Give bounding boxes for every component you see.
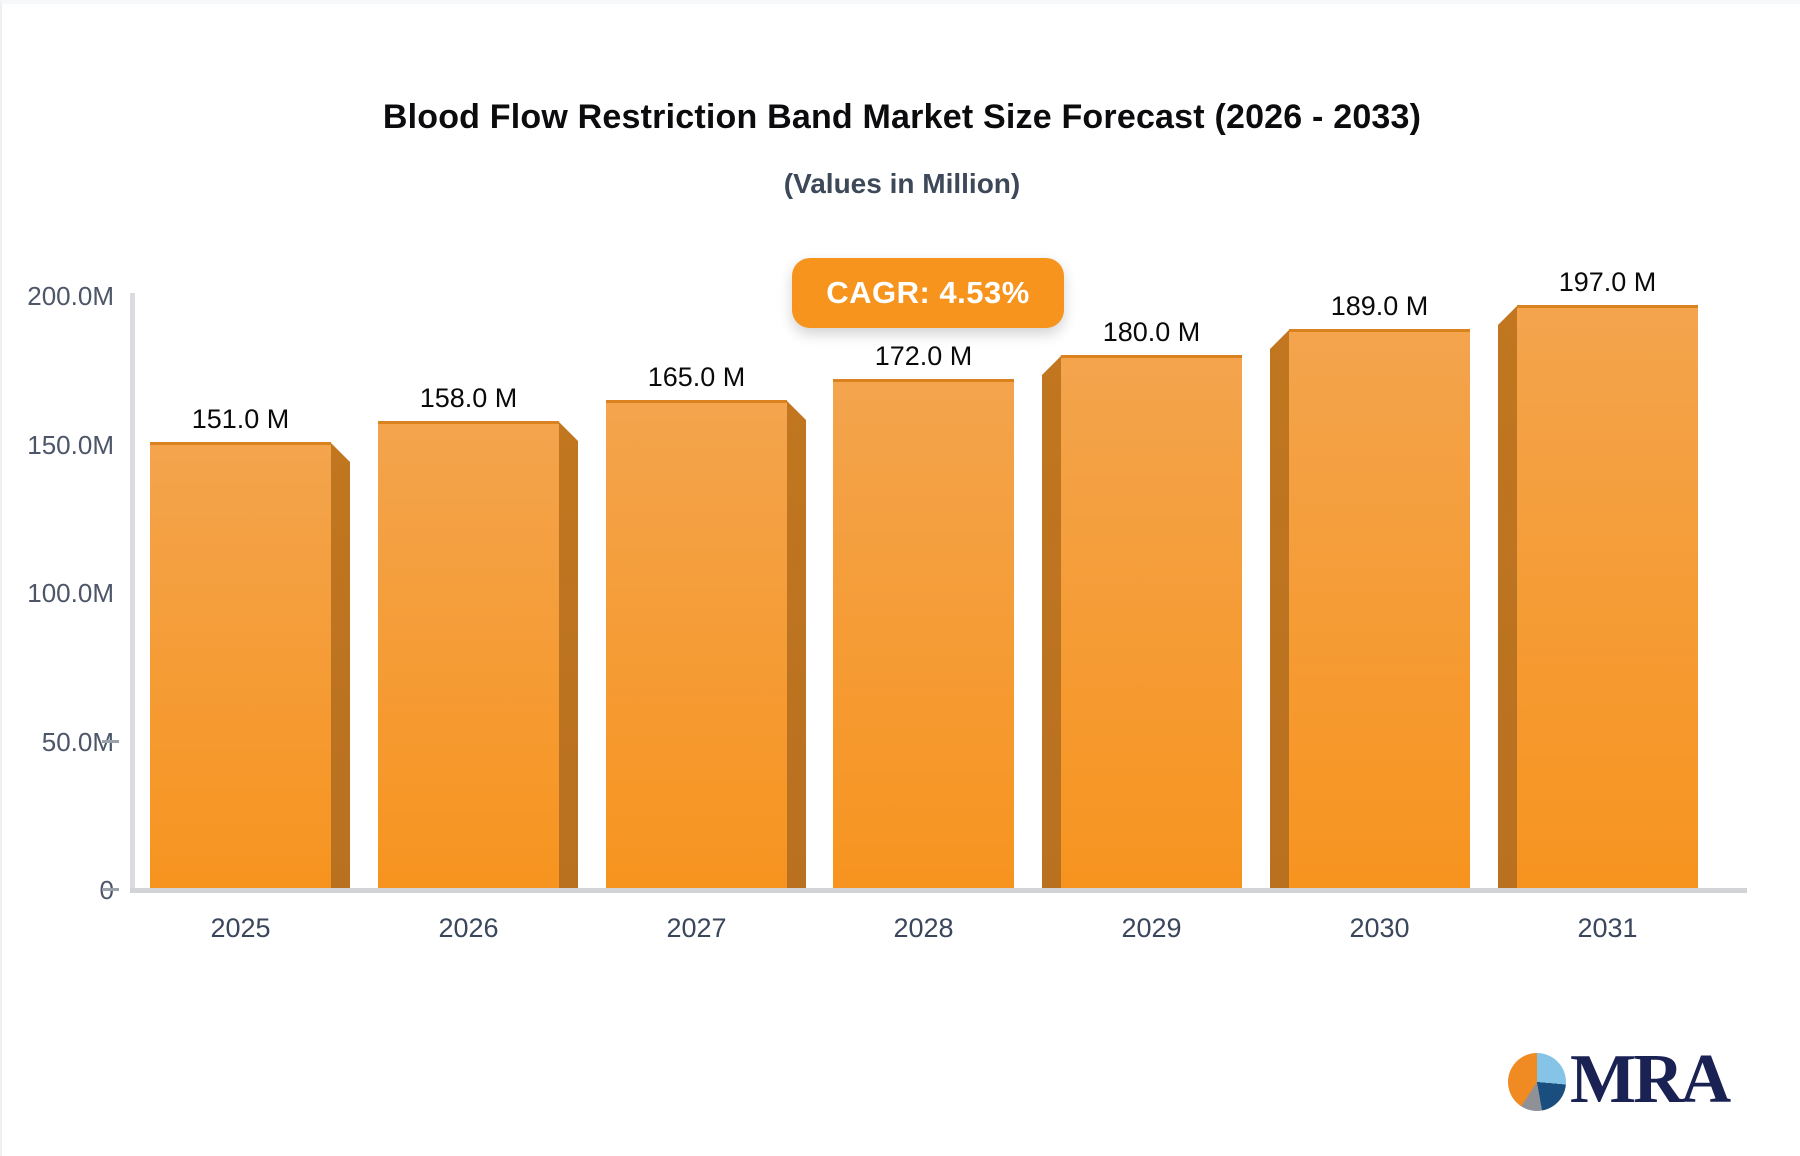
bar-3d-side bbox=[786, 400, 806, 888]
bar-3d-side bbox=[1042, 355, 1062, 888]
bar bbox=[150, 442, 331, 888]
chart-title: Blood Flow Restriction Band Market Size … bbox=[382, 98, 1422, 136]
bar-value-label: 172.0 M bbox=[874, 341, 973, 371]
bar-value-label: 151.0 M bbox=[191, 404, 290, 434]
bar bbox=[606, 400, 787, 888]
y-axis-tick bbox=[102, 888, 119, 891]
x-axis-label: 2026 bbox=[438, 913, 499, 943]
y-axis-label: 50.0M bbox=[41, 726, 114, 757]
x-axis-label: 2031 bbox=[1577, 913, 1638, 943]
y-axis-label: 200.0M bbox=[27, 281, 114, 311]
x-axis-label: 2029 bbox=[1121, 913, 1182, 943]
bar-value-label: 158.0 M bbox=[419, 383, 518, 413]
bar-3d-side bbox=[330, 442, 350, 888]
bar-value-label: 165.0 M bbox=[647, 362, 746, 392]
y-axis-tick bbox=[102, 739, 119, 743]
bar-3d-side bbox=[558, 421, 578, 888]
bar bbox=[1289, 329, 1470, 888]
bar bbox=[1517, 305, 1698, 888]
bar-3d-side bbox=[1498, 305, 1518, 888]
bar-value-label: 180.0 M bbox=[1102, 317, 1201, 347]
chart-subtitle: (Values in Million) bbox=[783, 168, 1021, 199]
cagr-badge: CAGR: 4.53% bbox=[792, 258, 1064, 328]
x-axis-line bbox=[130, 888, 1747, 893]
y-axis-label: 150.0M bbox=[27, 429, 114, 460]
bar-value-label: 189.0 M bbox=[1330, 291, 1429, 321]
y-axis-label: 0 bbox=[2, 874, 114, 906]
bar-3d-side bbox=[1270, 329, 1290, 888]
bar-value-label: 197.0 M bbox=[1558, 267, 1657, 297]
x-axis-label: 2027 bbox=[666, 913, 727, 943]
x-axis-label: 2030 bbox=[1349, 913, 1410, 943]
x-axis-label: 2025 bbox=[210, 913, 271, 943]
pie-chart-logo-icon bbox=[1508, 1053, 1566, 1111]
x-axis-label: 2028 bbox=[893, 913, 954, 943]
bar bbox=[378, 421, 559, 888]
bar bbox=[833, 379, 1014, 888]
bar bbox=[1061, 355, 1242, 888]
y-axis-label: 100.0M bbox=[27, 578, 114, 608]
y-axis-line bbox=[130, 293, 135, 892]
cagr-badge-label: CAGR: 4.53% bbox=[826, 275, 1030, 310]
logo-text: MRA bbox=[1570, 1041, 1731, 1118]
mra-logo: MRA bbox=[1508, 1041, 1731, 1118]
